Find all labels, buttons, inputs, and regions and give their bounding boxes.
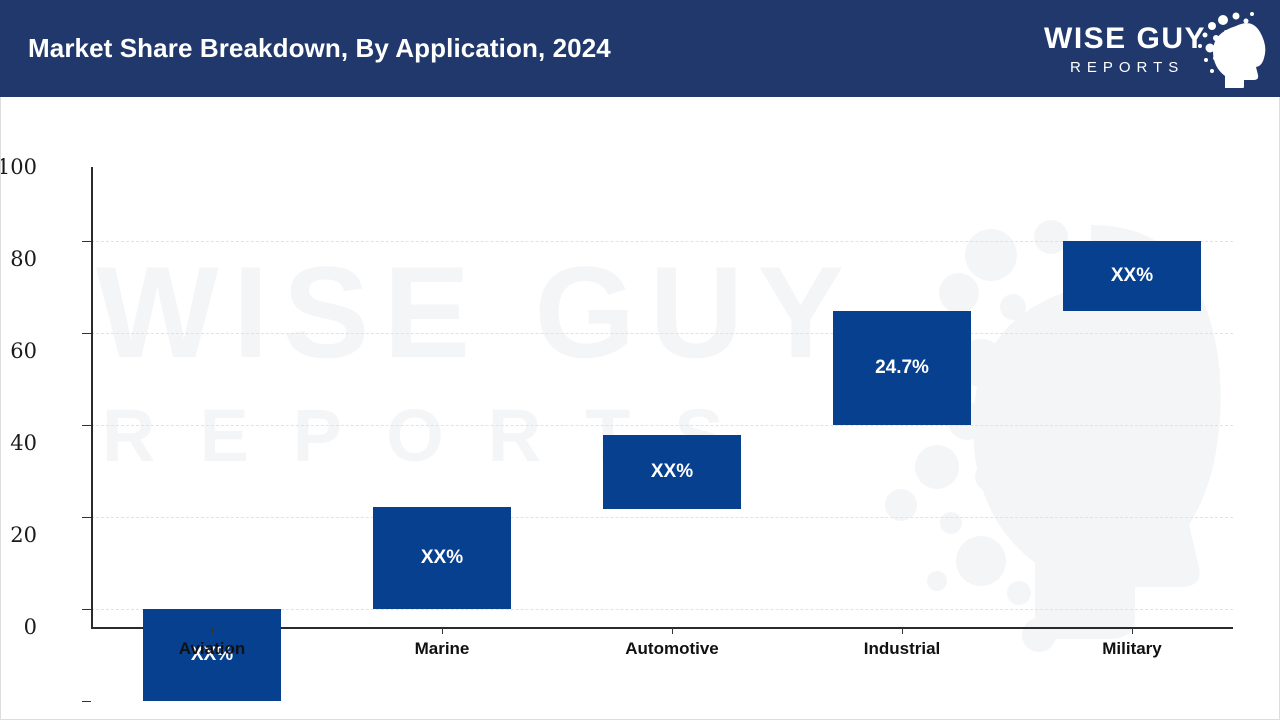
ytick-mark-40 <box>82 517 91 518</box>
xtick-mark-automotive <box>672 627 673 634</box>
ytick-mark-0 <box>82 701 91 702</box>
xtick-label-military: Military <box>1102 639 1162 658</box>
plot-area: 0 20 40 60 80 100 XX% XX% XX% 24.7% <box>1 157 1233 702</box>
header-bar: Market Share Breakdown, By Application, … <box>0 0 1280 97</box>
ytick-label-60: 60 <box>10 339 37 363</box>
xtick-mark-military <box>1132 627 1133 634</box>
ytick-mark-20 <box>82 609 91 610</box>
xtick-label-industrial: Industrial <box>863 639 941 658</box>
y-axis-line <box>91 167 93 627</box>
xtick-mark-marine <box>442 627 443 634</box>
bar-label-aviation: XX% <box>190 644 234 665</box>
bar-industrial[interactable]: 24.7% <box>833 311 971 425</box>
wise-guy-reports-logo: WISE GUY REPORTS <box>1040 8 1272 88</box>
gridline-20 <box>91 609 1233 610</box>
svg-text:WISE GUY: WISE GUY <box>1044 22 1206 55</box>
x-axis-line <box>91 627 1233 629</box>
xtick-mark-industrial <box>902 627 903 634</box>
bar-label-industrial: 24.7% <box>875 357 929 378</box>
svg-text:REPORTS: REPORTS <box>1070 59 1184 76</box>
xtick-label-automotive: Automotive <box>625 639 719 658</box>
bar-label-military: XX% <box>1110 265 1154 286</box>
bar-label-automotive: XX% <box>650 461 694 482</box>
ytick-label-0: 0 <box>23 615 37 639</box>
ytick-label-80: 80 <box>10 247 37 271</box>
ytick-mark-100 <box>82 241 91 242</box>
gridline-80 <box>91 333 1233 334</box>
gridline-40 <box>91 517 1233 518</box>
xtick-mark-aviation <box>212 627 213 634</box>
ytick-label-100: 100 <box>0 155 37 179</box>
gridline-60 <box>91 425 1233 426</box>
gridline-100 <box>91 241 1233 242</box>
bar-label-marine: XX% <box>420 547 464 568</box>
ytick-label-20: 20 <box>10 523 37 547</box>
xtick-label-aviation: Aviation <box>178 639 246 658</box>
xtick-label-marine: Marine <box>414 639 470 658</box>
bar-military[interactable]: XX% <box>1063 241 1201 311</box>
chart-canvas: WISE GUY REPORTS <box>0 97 1280 720</box>
ytick-mark-60 <box>82 425 91 426</box>
bar-automotive[interactable]: XX% <box>603 435 741 509</box>
page-title: Market Share Breakdown, By Application, … <box>28 33 611 63</box>
ytick-mark-80 <box>82 333 91 334</box>
bar-aviation[interactable]: XX% <box>143 609 281 701</box>
ytick-label-40: 40 <box>10 431 37 455</box>
bar-marine[interactable]: XX% <box>373 507 511 609</box>
